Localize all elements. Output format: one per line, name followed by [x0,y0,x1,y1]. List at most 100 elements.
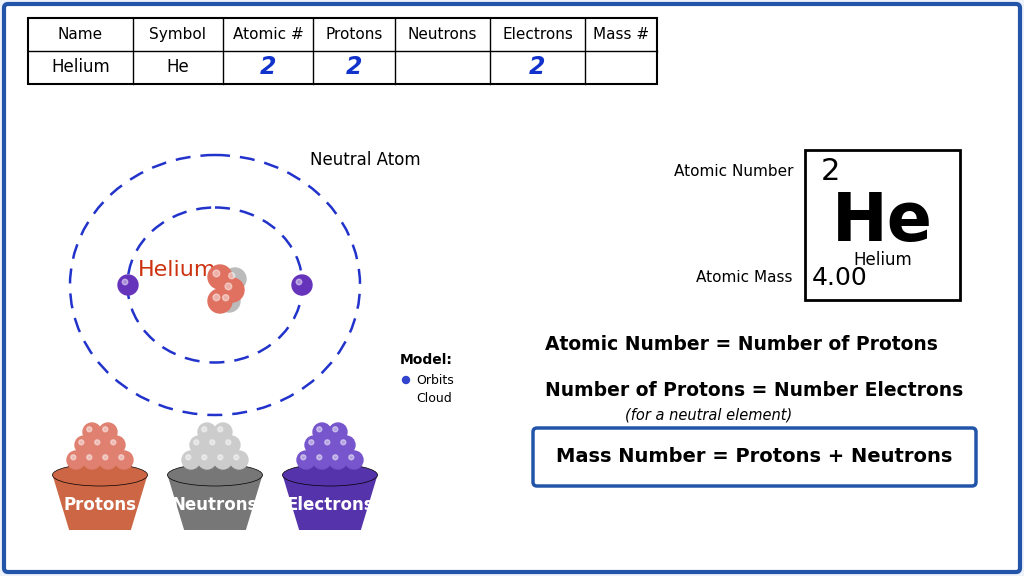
Text: Neutrons: Neutrons [408,27,477,42]
Circle shape [115,451,133,469]
Circle shape [228,272,234,279]
Circle shape [222,436,240,454]
Text: 4.00: 4.00 [812,266,868,290]
Circle shape [400,374,412,386]
FancyBboxPatch shape [4,4,1020,572]
Circle shape [208,289,232,313]
Circle shape [297,451,315,469]
Circle shape [220,278,244,302]
Text: Atomic Mass: Atomic Mass [696,271,793,286]
Circle shape [206,436,224,454]
Text: Protons: Protons [63,496,136,514]
Ellipse shape [283,464,378,486]
Text: Neutrons: Neutrons [172,496,258,514]
Circle shape [333,427,338,432]
Text: 2: 2 [260,55,276,79]
Circle shape [190,436,208,454]
Circle shape [111,440,116,445]
Circle shape [194,440,199,445]
Circle shape [99,451,117,469]
Circle shape [316,427,322,432]
Text: Neutral Atom: Neutral Atom [310,151,421,169]
Circle shape [313,423,331,441]
Circle shape [225,440,230,445]
Circle shape [230,451,248,469]
Circle shape [87,455,92,460]
Circle shape [122,279,128,285]
Circle shape [292,275,312,295]
Circle shape [329,451,347,469]
Circle shape [95,440,99,445]
Text: Protons: Protons [326,27,383,42]
Circle shape [83,423,101,441]
Circle shape [118,275,138,295]
Circle shape [349,455,354,460]
Circle shape [301,455,306,460]
Circle shape [208,265,232,289]
Circle shape [210,440,215,445]
Ellipse shape [52,464,147,486]
Text: Helium: Helium [138,260,216,280]
Polygon shape [52,475,147,530]
Text: Atomic Number = Number of Protons: Atomic Number = Number of Protons [545,335,938,354]
Circle shape [218,427,223,432]
Circle shape [325,440,330,445]
Text: Number of Protons = Number Electrons: Number of Protons = Number Electrons [545,381,964,400]
Circle shape [345,451,362,469]
Circle shape [91,436,109,454]
Circle shape [202,455,207,460]
Circle shape [99,423,117,441]
Circle shape [309,440,313,445]
Circle shape [218,290,240,312]
Text: Name: Name [58,27,103,42]
Bar [805,150,961,300]
Circle shape [119,455,124,460]
Circle shape [313,451,331,469]
Circle shape [400,392,412,404]
Text: Electrons: Electrons [502,27,573,42]
Circle shape [329,423,347,441]
Text: 2: 2 [346,55,362,79]
Circle shape [214,423,232,441]
Circle shape [83,451,101,469]
Text: Orbits: Orbits [416,373,454,386]
Circle shape [222,294,228,301]
Circle shape [341,440,346,445]
Circle shape [337,436,355,454]
Text: Helium: Helium [51,59,110,77]
Circle shape [213,270,220,276]
Circle shape [198,451,216,469]
Ellipse shape [168,464,262,486]
Circle shape [185,455,190,460]
Circle shape [233,455,239,460]
Text: Electrons: Electrons [286,496,374,514]
Text: Model:: Model: [400,353,453,367]
Bar [28,18,657,84]
Text: Mass #: Mass # [593,27,649,42]
Text: Mass Number = Protons + Neutrons: Mass Number = Protons + Neutrons [556,448,952,467]
Circle shape [224,268,246,290]
Circle shape [321,436,339,454]
Text: 2: 2 [529,55,546,79]
Circle shape [87,427,92,432]
Text: He: He [167,59,189,77]
Circle shape [198,423,216,441]
Circle shape [106,436,125,454]
Circle shape [316,455,322,460]
Circle shape [71,455,76,460]
Polygon shape [168,475,262,530]
Text: He: He [831,189,933,255]
Circle shape [213,294,220,301]
Circle shape [75,436,93,454]
Circle shape [102,455,108,460]
Circle shape [296,279,302,285]
Text: Helium: Helium [853,251,912,269]
Text: 2: 2 [820,157,840,187]
Text: (for a neutral element): (for a neutral element) [625,407,793,423]
FancyBboxPatch shape [534,428,976,486]
Circle shape [402,377,410,384]
Circle shape [218,455,223,460]
Text: Atomic #: Atomic # [232,27,303,42]
Circle shape [305,436,323,454]
Circle shape [333,455,338,460]
